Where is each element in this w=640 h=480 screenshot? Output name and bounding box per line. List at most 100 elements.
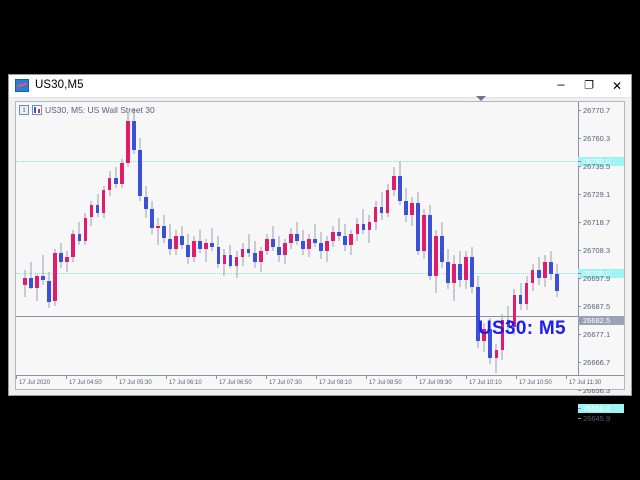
candle-body — [440, 236, 444, 262]
bar-chart-icon[interactable] — [32, 104, 42, 115]
chart-window: US30,M5 – ❐ ✕ US30, M5: US Wall Street 3… — [8, 74, 632, 423]
candlestick — [488, 102, 493, 375]
candle-wick — [42, 255, 44, 285]
candle-body — [180, 236, 184, 245]
candle-body — [494, 349, 499, 359]
candlestick — [59, 102, 64, 375]
chart-plot-area[interactable] — [16, 102, 578, 375]
candle-body — [137, 150, 142, 197]
candlestick — [125, 102, 130, 375]
time-tick-label: 17 Jul 11:30 — [566, 376, 601, 390]
candle-body — [252, 253, 257, 262]
price-tick-label: 26770.7 — [578, 106, 624, 115]
candlestick — [325, 102, 330, 375]
price-axis[interactable]: 26770.7 26760.3 26750.0 26739.5 26729.1 26718… — [578, 102, 624, 423]
candle-body — [192, 240, 197, 258]
candle-wick — [157, 217, 159, 245]
candlestick — [458, 102, 462, 375]
candle-body — [458, 263, 462, 281]
candlestick — [379, 102, 384, 375]
chart-container[interactable]: US30, M5: US Wall Street 30 26770.7 26760… — [15, 101, 625, 423]
candle-body — [186, 244, 191, 258]
candlestick — [301, 102, 305, 375]
time-axis[interactable]: 17 Jul 2020 17 Jul 04:50 17 Jul 05:30 17 Ju… — [16, 375, 624, 389]
candle-wick — [78, 221, 80, 245]
candle-body — [276, 246, 281, 256]
time-tick-label: 17 Jul 10:10 — [466, 376, 502, 390]
candle-wick — [30, 261, 32, 289]
candle-wick — [211, 228, 213, 252]
candlestick — [512, 102, 517, 375]
time-tick-label: 17 Jul 08:10 — [316, 376, 352, 390]
candlestick — [349, 102, 354, 375]
time-tick-label: 17 Jul 07:30 — [266, 376, 302, 390]
candle-body — [313, 238, 317, 243]
candlestick — [89, 102, 94, 375]
candle-body — [47, 280, 52, 302]
candlestick — [137, 102, 142, 375]
candle-body — [156, 225, 160, 228]
candle-wick — [338, 217, 340, 241]
candlestick — [53, 102, 58, 375]
candle-body — [367, 221, 372, 231]
candlestick — [470, 102, 475, 375]
candlestick — [331, 102, 336, 375]
candlestick — [276, 102, 281, 375]
candlestick — [150, 102, 154, 375]
candle-body — [403, 200, 408, 216]
candle-wick — [495, 343, 497, 373]
candlestick — [289, 102, 293, 375]
candlestick — [313, 102, 317, 375]
candlestick — [144, 102, 148, 375]
candlestick — [319, 102, 323, 375]
candle-body — [95, 204, 100, 214]
price-tick-label: 26650.0 — [578, 404, 624, 413]
candle-body — [524, 282, 529, 304]
info-icon[interactable] — [19, 104, 29, 115]
candle-body — [264, 238, 269, 252]
candle-wick — [296, 221, 298, 245]
candlestick — [174, 102, 178, 375]
price-tick-label: 26718.7 — [578, 218, 624, 227]
candle-body — [409, 202, 414, 216]
candlestick — [415, 102, 420, 375]
candle-body — [162, 225, 166, 239]
candlestick — [77, 102, 82, 375]
candle-body — [500, 320, 505, 350]
window-title: US30,M5 — [35, 79, 84, 91]
candlestick — [228, 102, 233, 375]
candle-body — [228, 255, 233, 266]
candle-body — [125, 120, 130, 163]
candlestick — [222, 102, 227, 375]
chart-watermark: US30: M5 — [478, 318, 566, 339]
maximize-icon: ❐ — [584, 79, 594, 91]
price-tick-label: 26750.0 — [578, 157, 624, 166]
candlestick — [494, 102, 499, 375]
minimize-button[interactable]: – — [547, 75, 575, 96]
candlestick — [180, 102, 184, 375]
candlestick — [434, 102, 438, 375]
candle-wick — [272, 225, 274, 252]
candlestick — [95, 102, 100, 375]
close-button[interactable]: ✕ — [603, 75, 631, 96]
candlestick — [295, 102, 299, 375]
price-tick-label: 26729.1 — [578, 190, 624, 199]
candlestick — [506, 102, 511, 375]
candle-body — [150, 209, 154, 228]
candle-body — [258, 251, 263, 262]
candle-body — [29, 278, 33, 288]
candle-body — [446, 261, 450, 283]
candlestick — [131, 102, 136, 375]
candle-body — [319, 242, 323, 252]
candle-wick — [507, 305, 509, 333]
candle-body — [289, 234, 293, 243]
candlestick — [113, 102, 118, 375]
candlestick — [446, 102, 450, 375]
candle-body — [434, 236, 438, 277]
maximize-button[interactable]: ❐ — [575, 75, 603, 96]
candle-body — [391, 175, 396, 191]
minimize-icon: – — [557, 76, 565, 92]
candlestick — [240, 102, 245, 375]
candle-body — [270, 238, 275, 247]
